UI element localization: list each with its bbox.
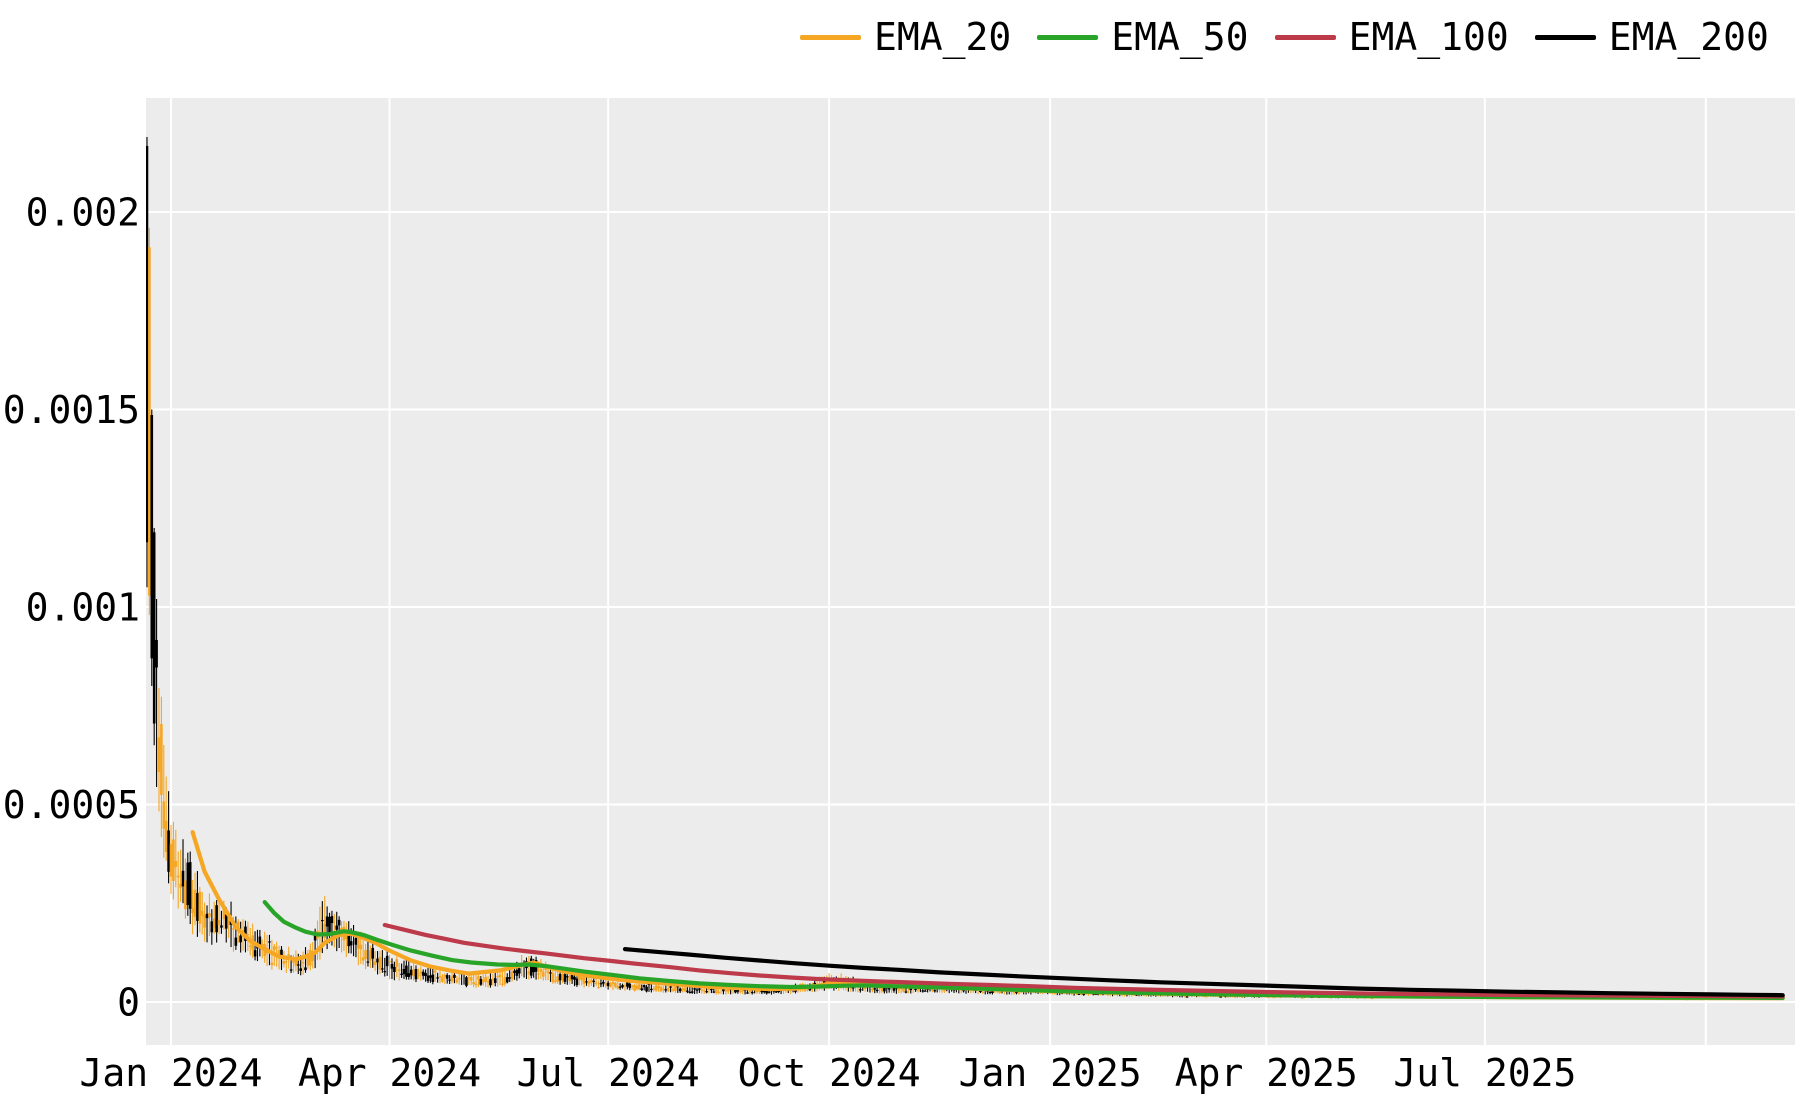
ema_50-line — [262, 900, 1785, 1000]
svg-text:Jan 2025: Jan 2025 — [959, 1051, 1142, 1095]
svg-text:Jul 2025: Jul 2025 — [1393, 1051, 1576, 1095]
chart-legend: EMA_20 EMA_50 EMA_100 EMA_200 — [800, 10, 1795, 64]
ema20-legend-label: EMA_20 — [874, 15, 1012, 59]
svg-text:Jul 2024: Jul 2024 — [517, 1051, 700, 1095]
gridlines — [146, 98, 1795, 1045]
ema100-legend-label: EMA_100 — [1348, 15, 1509, 59]
legend-item-ema20: EMA_20 — [800, 10, 1011, 64]
legend-item-ema50: EMA_50 — [1037, 10, 1249, 64]
svg-text:Apr 2025: Apr 2025 — [1175, 1051, 1358, 1095]
legend-item-ema200: EMA_200 — [1534, 10, 1769, 64]
ema-lines — [190, 830, 1785, 1001]
ema100-line-swatch — [1274, 34, 1336, 40]
svg-text:0.0005: 0.0005 — [3, 783, 140, 827]
x-axis-tick-labels: Jan 2024 Apr 2024 Jul 2024 Oct 2024 Jan 2025… — [79, 1051, 1576, 1095]
svg-text:0.001: 0.001 — [26, 585, 140, 629]
svg-text:Jan 2024: Jan 2024 — [79, 1051, 262, 1095]
ema200-legend-label: EMA_200 — [1608, 15, 1769, 59]
ema20-line-swatch — [800, 34, 861, 40]
plot-area — [146, 98, 1795, 1045]
svg-text:0.0015: 0.0015 — [3, 388, 140, 432]
ema50-line-swatch — [1037, 34, 1099, 40]
svg-text:0: 0 — [117, 980, 140, 1024]
svg-text:0.002: 0.002 — [26, 190, 140, 234]
ema50-legend-label: EMA_50 — [1111, 15, 1249, 59]
y-axis-tick-labels: 0 0.0005 0.001 0.0015 0.002 — [3, 190, 140, 1024]
ema200-line-swatch — [1534, 34, 1596, 40]
legend-item-ema100: EMA_100 — [1274, 10, 1509, 64]
ema_100-line — [382, 922, 1785, 999]
svg-text:Apr 2024: Apr 2024 — [298, 1051, 481, 1095]
svg-text:Oct 2024: Oct 2024 — [738, 1051, 921, 1095]
ema_200-line — [622, 947, 1785, 998]
